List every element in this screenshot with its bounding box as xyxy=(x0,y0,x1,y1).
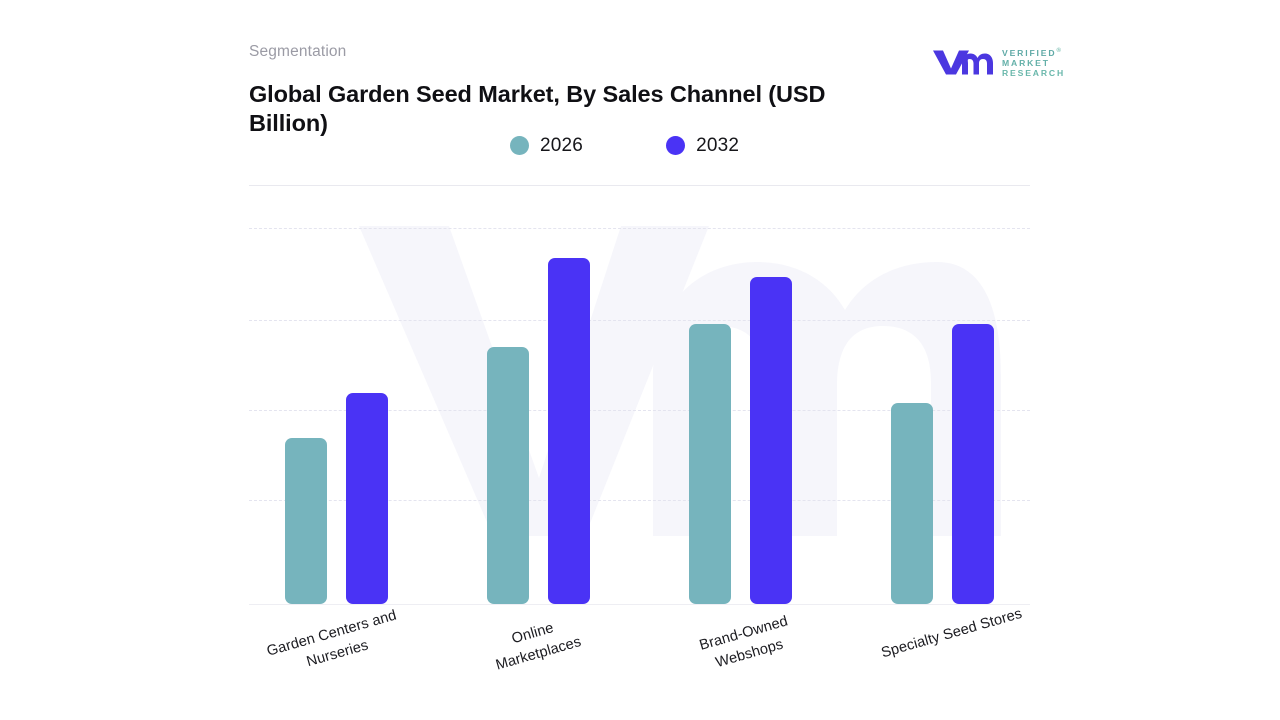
x-axis-label-text: Brand-Owned Webshops xyxy=(697,613,790,671)
x-axis-label-text: Garden Centers and Nurseries xyxy=(265,607,399,670)
bar-2026-specialty-seed-stores[interactable] xyxy=(891,403,933,604)
x-axis-labels: Garden Centers and Nurseries Online Mark… xyxy=(249,606,1030,720)
bar-2032-online-marketplaces[interactable] xyxy=(548,258,590,604)
logo-line-verified: VERIFIED® xyxy=(1002,47,1061,58)
logo-line-research: RESEARCH xyxy=(1002,67,1066,78)
bar-2032-garden-centers-and-nurseries[interactable] xyxy=(346,393,388,604)
vmr-logo-mark xyxy=(933,50,993,75)
bar-2032-specialty-seed-stores[interactable] xyxy=(952,324,994,604)
bar-2026-garden-centers-and-nurseries[interactable] xyxy=(285,438,327,604)
x-axis-label-text: Online Marketplaces xyxy=(493,620,583,674)
chart-title: Global Garden Seed Market, By Sales Chan… xyxy=(249,80,826,136)
chart-header: Segmentation Global Garden Seed Market, … xyxy=(249,44,1039,174)
x-axis-label-garden-centers-and-nurseries: Garden Centers and Nurseries xyxy=(257,603,413,684)
bar-2032-brand-owned-webshops[interactable] xyxy=(750,277,792,604)
header-divider xyxy=(249,185,1030,186)
legend-swatch-icon-2032 xyxy=(666,136,686,155)
legend-item-2032[interactable]: 2032 xyxy=(666,136,739,155)
x-axis-label-text: Specialty Seed Stores xyxy=(879,605,1024,662)
plot-area xyxy=(249,222,1030,612)
axis-baseline xyxy=(249,604,1030,605)
section-eyebrow: Segmentation xyxy=(249,43,347,60)
bar-2026-online-marketplaces[interactable] xyxy=(487,347,529,604)
legend-swatch-icon-2026 xyxy=(510,136,529,155)
vmr-logo-text: VERIFIED® MARKET RESEARCH xyxy=(1002,47,1065,78)
x-axis-label-online-marketplaces: Online Marketplaces xyxy=(468,606,604,682)
chart-legend: 2026 2032 xyxy=(510,136,739,155)
legend-label-2032: 2032 xyxy=(696,135,740,156)
bar-2026-brand-owned-webshops[interactable] xyxy=(689,324,731,604)
registered-mark: ® xyxy=(1056,47,1061,54)
x-axis-label-specialty-seed-stores: Specialty Seed Stores xyxy=(877,603,1027,664)
logo-line-market: MARKET xyxy=(1002,57,1050,68)
legend-item-2026[interactable]: 2026 xyxy=(510,136,583,155)
legend-label-2026: 2026 xyxy=(540,135,584,156)
x-axis-label-brand-owned-webshops: Brand-Owned Webshops xyxy=(679,606,815,682)
bar-series-group xyxy=(249,222,1030,612)
vmr-logo: VERIFIED® MARKET RESEARCH xyxy=(931,42,1063,82)
